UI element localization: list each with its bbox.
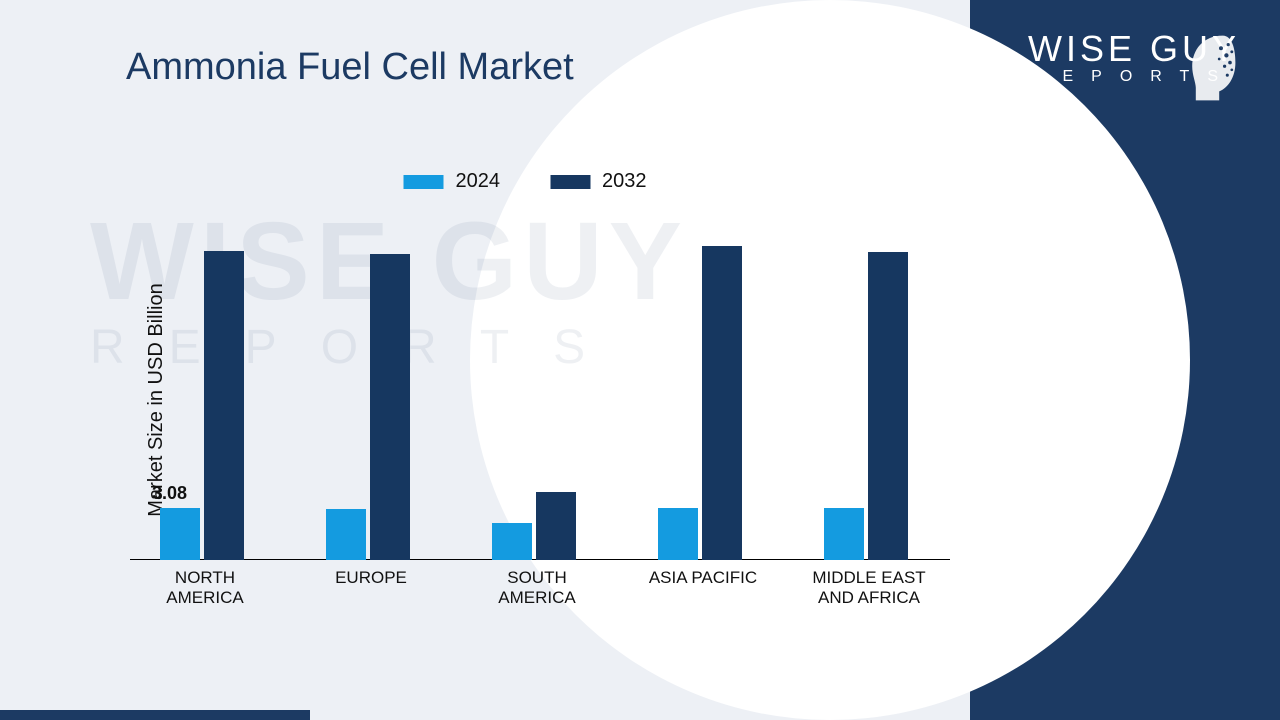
bar-group: NORTH AMERICA: [160, 220, 250, 560]
bar: [160, 508, 200, 560]
bar-group: ASIA PACIFIC: [658, 220, 748, 560]
bar: [370, 254, 410, 560]
plot-area: NORTH AMERICA EUROPE SOUTH AMERICA ASIA PAC…: [130, 220, 950, 560]
bar: [326, 509, 366, 560]
x-axis-label: SOUTH AMERICA: [467, 568, 607, 607]
bar: [204, 251, 244, 560]
x-axis-label: NORTH AMERICA: [135, 568, 275, 607]
legend-swatch: [550, 175, 590, 189]
bar: [536, 492, 576, 560]
bar-value-label: 3.08: [152, 483, 187, 504]
legend-swatch: [404, 175, 444, 189]
legend-item: 2024: [404, 170, 501, 193]
bar-group: SOUTH AMERICA: [492, 220, 582, 560]
bar-chart: 20242032 Market Size in USD Billion NORT…: [80, 160, 970, 640]
x-axis-label: MIDDLE EAST AND AFRICA: [799, 568, 939, 607]
bar-group: MIDDLE EAST AND AFRICA: [824, 220, 914, 560]
bar: [868, 252, 908, 560]
head-icon: [1184, 32, 1240, 104]
legend-item: 2032: [550, 170, 647, 193]
x-axis-label: EUROPE: [301, 568, 441, 588]
chart-title: Ammonia Fuel Cell Market: [126, 46, 574, 89]
legend-label: 2024: [456, 170, 501, 193]
bar: [658, 508, 698, 560]
legend: 2024 2032: [404, 170, 647, 193]
legend-label: 2032: [602, 170, 647, 193]
bar-group: EUROPE: [326, 220, 416, 560]
bar: [492, 523, 532, 560]
x-axis-label: ASIA PACIFIC: [633, 568, 773, 588]
footer-accent-bar: [0, 710, 310, 720]
bar: [702, 246, 742, 561]
bar: [824, 508, 864, 560]
canvas: WISE GUY REPORTS Ammonia Fuel Cell Marke…: [0, 0, 1280, 720]
brand-logo: WISE GUY REPORTS: [990, 28, 1240, 86]
